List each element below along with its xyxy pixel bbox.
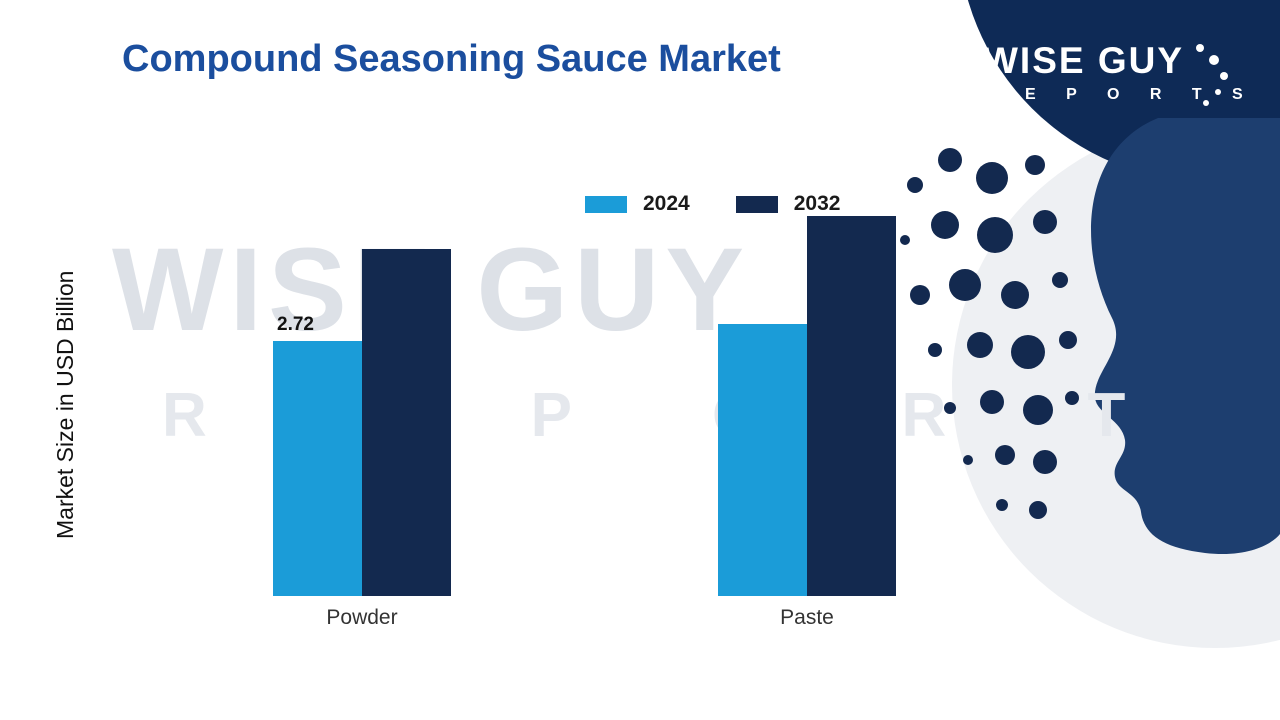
- brand-logo: WISE GUY R E P O R T S: [983, 40, 1256, 104]
- legend-swatch-2032: [735, 195, 778, 213]
- chart-legend: 2024 2032: [585, 192, 840, 216]
- bar-2032-paste: [807, 216, 896, 596]
- plot-area: 2.72 Powder Paste: [240, 208, 940, 630]
- bar-value-label: 2.72: [277, 313, 314, 335]
- head-profile-icon: [1091, 118, 1280, 555]
- legend-swatch-2024: [585, 195, 627, 213]
- brand-logo-line2: R E P O R T S: [983, 86, 1256, 103]
- category-label-paste: Paste: [780, 606, 834, 629]
- bar-2024-paste: [718, 324, 807, 596]
- bars-paste: [718, 174, 896, 596]
- bars-powder: 2.72: [273, 174, 451, 596]
- logo-dot-face-icon: [1196, 44, 1228, 106]
- legend-label-2032: 2032: [793, 192, 841, 215]
- bar-chart: 2.72 Powder Paste: [240, 208, 940, 668]
- legend-label-2024: 2024: [643, 192, 690, 215]
- y-axis-label: Market Size in USD Billion: [52, 270, 78, 540]
- bar-2032-powder: [362, 249, 451, 596]
- category-label-powder: Powder: [326, 606, 398, 629]
- bar-group-powder: 2.72 Powder: [273, 174, 451, 630]
- legend-item-2024: 2024: [585, 192, 690, 216]
- chart-title: Compound Seasoning Sauce Market: [122, 38, 781, 80]
- legend-item-2032: 2032: [735, 192, 841, 216]
- dot-pattern-decoration: [900, 148, 1079, 519]
- bar-group-paste: Paste: [718, 174, 896, 630]
- bar-2024-powder: 2.72: [273, 314, 362, 596]
- brand-logo-line1: WISE GUY: [983, 40, 1185, 81]
